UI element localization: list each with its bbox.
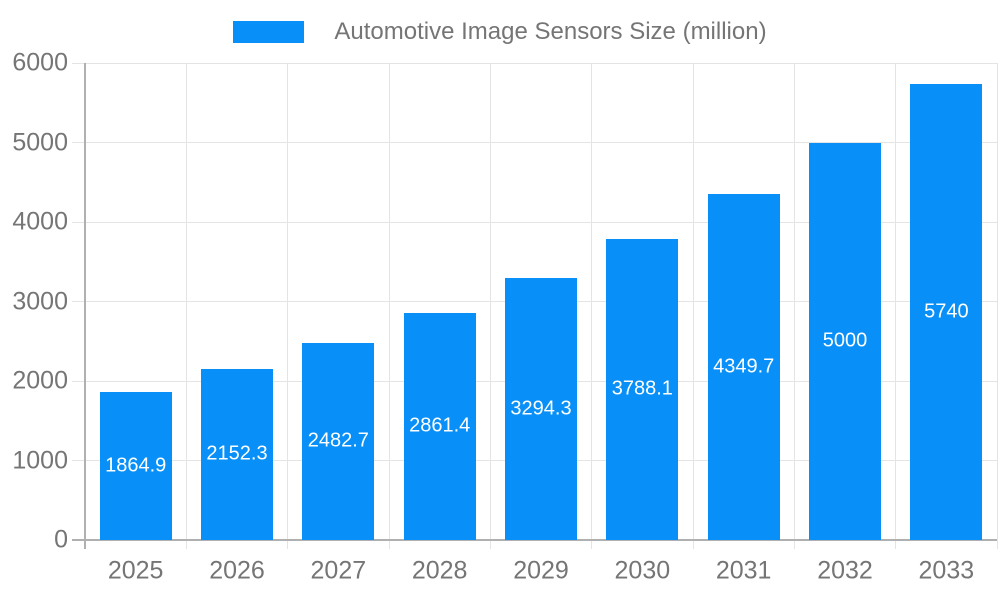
bar-value-label: 3294.3 xyxy=(510,397,572,420)
x-axis-line xyxy=(72,539,997,541)
bar-value-label: 4349.7 xyxy=(713,355,775,378)
x-tick-label: 2031 xyxy=(715,556,772,585)
bar-value-label: 1864.9 xyxy=(105,454,167,477)
bar-value-label: 2152.3 xyxy=(206,442,268,465)
x-tick-label: 2030 xyxy=(614,556,671,585)
legend-swatch xyxy=(233,21,305,43)
bar xyxy=(302,342,374,540)
bar-value-label: 3788.1 xyxy=(611,377,673,400)
bar-value-label: 2861.4 xyxy=(409,414,471,437)
v-gridline xyxy=(692,63,694,549)
v-gridline xyxy=(388,63,390,549)
bar xyxy=(809,142,881,540)
x-tick-label: 2033 xyxy=(918,556,975,585)
x-tick-label: 2032 xyxy=(817,556,873,585)
y-tick-label: 0 xyxy=(54,525,68,554)
bar-value-label: 5000 xyxy=(822,329,868,352)
bar xyxy=(910,83,982,540)
legend: Automotive Image Sensors Size (million) xyxy=(0,16,1000,48)
bar xyxy=(404,312,476,540)
v-gridline xyxy=(996,63,998,549)
y-tick-label: 1000 xyxy=(12,446,68,474)
bar xyxy=(505,278,577,540)
bar-value-label: 5740 xyxy=(924,300,969,323)
y-tick-label: 3000 xyxy=(12,287,68,315)
x-tick-label: 2028 xyxy=(411,556,468,585)
v-gridline xyxy=(287,63,289,549)
h-gridline xyxy=(72,62,997,64)
y-tick-label: 5000 xyxy=(12,128,68,156)
bar xyxy=(201,368,273,540)
x-tick-label: 2025 xyxy=(107,556,164,585)
v-gridline xyxy=(895,63,897,549)
v-gridline xyxy=(793,63,795,549)
v-gridline xyxy=(591,63,593,549)
x-tick-label: 2026 xyxy=(209,556,265,585)
h-gridline xyxy=(72,221,997,223)
v-gridline xyxy=(489,63,491,549)
v-gridline xyxy=(185,63,187,549)
bar xyxy=(100,391,172,540)
h-gridline xyxy=(72,142,997,143)
y-axis-line xyxy=(84,63,86,549)
y-tick-label: 6000 xyxy=(12,48,68,77)
y-tick-label: 2000 xyxy=(12,366,68,395)
x-tick-label: 2029 xyxy=(513,556,569,585)
bar xyxy=(606,238,678,540)
legend-label: Automotive Image Sensors Size (million) xyxy=(334,18,767,45)
y-tick-label: 4000 xyxy=(12,207,68,236)
bar-value-label: 2482.7 xyxy=(307,429,369,452)
x-tick-label: 2027 xyxy=(310,556,367,585)
bar xyxy=(708,194,780,540)
